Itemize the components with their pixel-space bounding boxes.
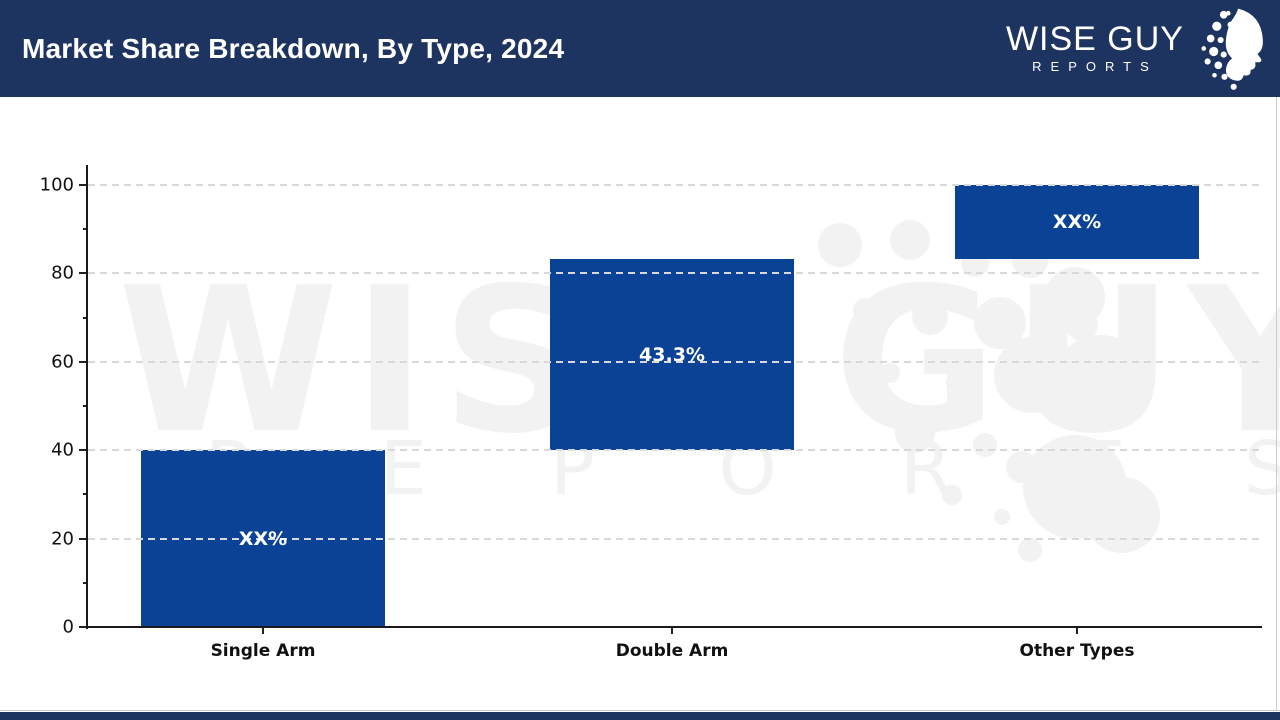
xtick-single-arm [262, 627, 264, 634]
ytick-minor-10 [83, 581, 88, 584]
gridline-80 [88, 272, 1262, 275]
category-label-single-arm: Single Arm [210, 641, 316, 661]
ytick-0 [79, 626, 88, 628]
ytick-60 [79, 360, 88, 363]
ytick-label-100: 100 [39, 174, 74, 196]
ytick-20 [79, 537, 88, 540]
bar-double-arm [550, 258, 794, 451]
category-label-double-arm: Double Arm [615, 641, 729, 661]
xtick-double-arm [671, 627, 673, 634]
x-axis-line [86, 626, 1262, 628]
brand-logo: WISE GUY REPORTS [1006, 0, 1272, 97]
footer-bar [0, 712, 1280, 720]
ytick-label-80: 80 [51, 262, 74, 284]
page-title: Market Share Breakdown, By Type, 2024 [22, 32, 565, 64]
ytick-label-60: 60 [51, 351, 74, 373]
category-label-other-types: Other Types [1019, 641, 1135, 661]
brand-subname: REPORTS [1032, 59, 1158, 74]
ytick-minor-50 [83, 405, 88, 407]
bar-label-double-arm: 43.3% [639, 343, 705, 366]
gridline-40 [88, 449, 1262, 452]
ytick-label-0: 0 [62, 616, 74, 638]
brand-head-icon [1201, 8, 1263, 90]
ytick-minor-30 [83, 493, 88, 496]
watermark-dotted-head [818, 220, 1160, 562]
xtick-other-types [1076, 627, 1078, 634]
brand-logo-text: WISE GUY REPORTS [1006, 22, 1184, 74]
y-axis-line [86, 165, 88, 629]
bar-label-single-arm: XX% [238, 527, 288, 550]
gridline-60 [88, 360, 1262, 363]
bar-other-types [955, 185, 1199, 259]
right-edge-line [1276, 97, 1277, 711]
ytick-label-40: 40 [51, 439, 74, 461]
ytick-40 [79, 449, 88, 452]
ytick-label-20: 20 [51, 528, 74, 550]
ytick-80 [79, 272, 88, 275]
ytick-minor-70 [83, 316, 88, 319]
gridline-100 [88, 184, 1262, 186]
header-bar [0, 0, 1280, 97]
brand-name: WISE GUY [1005, 20, 1184, 58]
ytick-minor-90 [83, 228, 88, 231]
bar-label-other-types: XX% [1052, 210, 1102, 233]
ytick-100 [79, 184, 88, 186]
footer-separator-line [0, 710, 1280, 711]
gridline-20 [88, 537, 1262, 540]
